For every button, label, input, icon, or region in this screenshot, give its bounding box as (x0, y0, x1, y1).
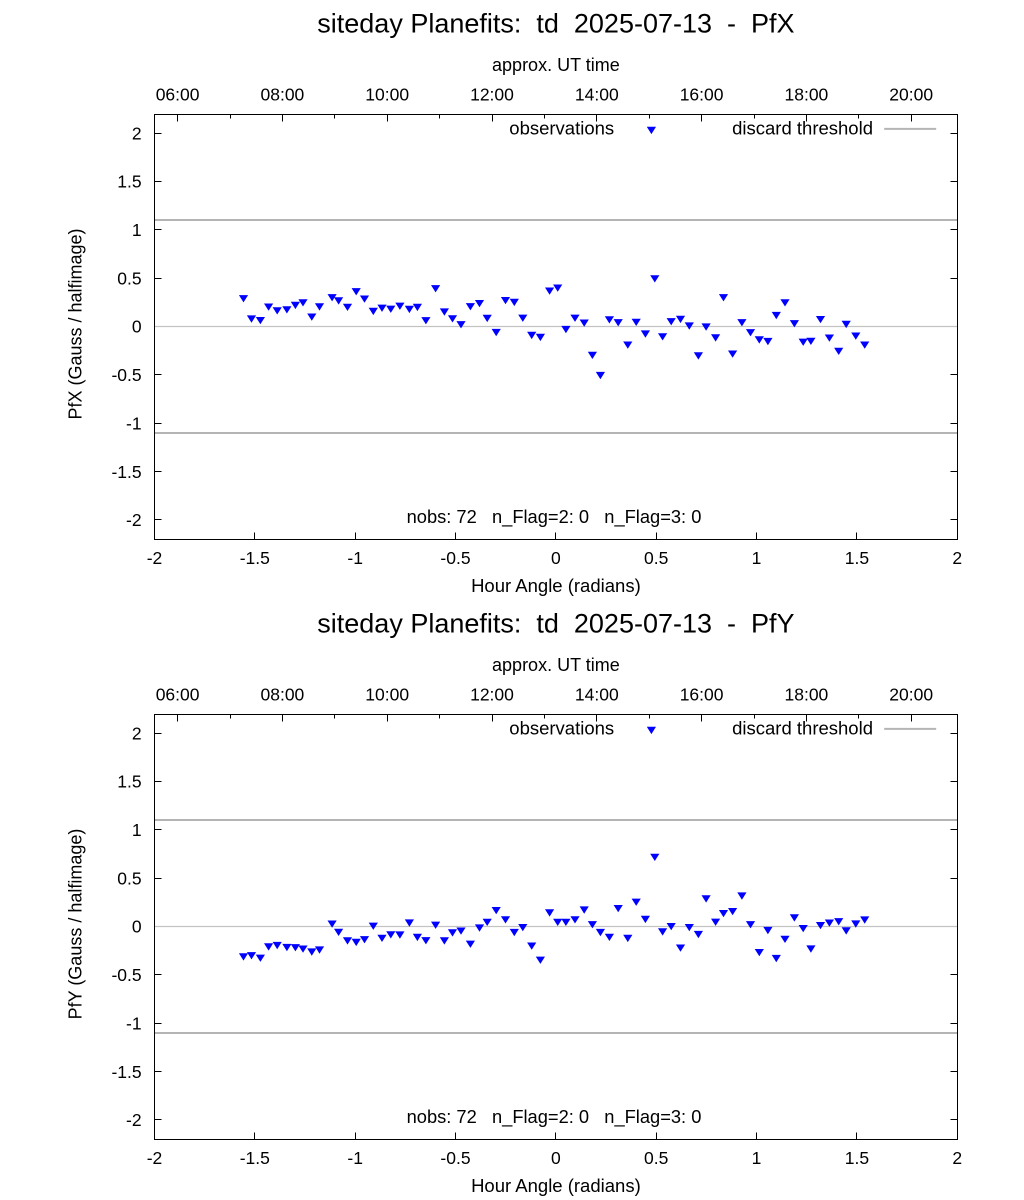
svg-text:1: 1 (752, 1148, 762, 1168)
svg-text:06:00: 06:00 (156, 84, 200, 104)
svg-text:-1: -1 (126, 1013, 142, 1033)
svg-text:PfY (Gauss / halfimage): PfY (Gauss / halfimage) (66, 829, 86, 1020)
svg-text:-2: -2 (147, 1148, 163, 1168)
svg-text:08:00: 08:00 (261, 684, 305, 704)
svg-text:-0.5: -0.5 (440, 548, 470, 568)
svg-text:1.5: 1.5 (845, 548, 869, 568)
svg-text:-0.5: -0.5 (440, 1148, 470, 1168)
svg-text:10:00: 10:00 (365, 684, 409, 704)
svg-text:-2: -2 (147, 548, 163, 568)
svg-text:0.5: 0.5 (644, 548, 668, 568)
svg-text:-1: -1 (126, 413, 142, 433)
svg-text:-0.5: -0.5 (111, 965, 141, 985)
svg-text:discard threshold: discard threshold (732, 117, 873, 138)
svg-text:PfX (Gauss / halfimage): PfX (Gauss / halfimage) (66, 228, 86, 419)
svg-text:2: 2 (952, 548, 962, 568)
svg-text:1: 1 (132, 820, 142, 840)
svg-text:observations: observations (509, 117, 614, 138)
svg-text:16:00: 16:00 (680, 84, 724, 104)
svg-text:20:00: 20:00 (889, 684, 933, 704)
svg-text:0: 0 (132, 917, 142, 937)
svg-text:0: 0 (551, 548, 561, 568)
svg-text:-2: -2 (126, 510, 142, 530)
svg-text:-1: -1 (347, 548, 363, 568)
svg-text:-1.5: -1.5 (111, 462, 141, 482)
svg-text:-1: -1 (347, 1148, 363, 1168)
svg-text:approx. UT time: approx. UT time (492, 655, 620, 675)
svg-text:16:00: 16:00 (680, 684, 724, 704)
svg-text:06:00: 06:00 (156, 684, 200, 704)
svg-text:18:00: 18:00 (785, 84, 829, 104)
svg-text:siteday Planefits: td 2025-0: siteday Planefits: td 2025-07-13 - PfX (317, 9, 794, 39)
svg-text:2: 2 (132, 123, 142, 143)
svg-text:Hour Angle (radians): Hour Angle (radians) (471, 575, 641, 596)
svg-text:discard threshold: discard threshold (732, 717, 873, 738)
svg-text:0.5: 0.5 (117, 268, 141, 288)
svg-text:0: 0 (551, 1148, 561, 1168)
svg-text:18:00: 18:00 (785, 684, 829, 704)
svg-text:siteday Planefits: td 2025-0: siteday Planefits: td 2025-07-13 - PfY (317, 609, 794, 639)
svg-text:20:00: 20:00 (889, 84, 933, 104)
svg-text:08:00: 08:00 (261, 84, 305, 104)
svg-text:12:00: 12:00 (470, 684, 514, 704)
svg-text:nobs: 72 n_Flag=2: 0 n_Fla: nobs: 72 n_Flag=2: 0 n_Flag=3: 0 (407, 506, 702, 528)
svg-text:0.5: 0.5 (117, 868, 141, 888)
svg-text:-1.5: -1.5 (240, 548, 270, 568)
svg-text:14:00: 14:00 (575, 684, 619, 704)
svg-text:14:00: 14:00 (575, 84, 619, 104)
svg-text:2: 2 (132, 723, 142, 743)
svg-text:1.5: 1.5 (117, 172, 141, 192)
svg-text:12:00: 12:00 (470, 84, 514, 104)
svg-text:1.5: 1.5 (845, 1148, 869, 1168)
svg-text:1.5: 1.5 (117, 772, 141, 792)
svg-text:0.5: 0.5 (644, 1148, 668, 1168)
svg-text:10:00: 10:00 (365, 84, 409, 104)
svg-text:2: 2 (952, 1148, 962, 1168)
svg-text:1: 1 (752, 548, 762, 568)
svg-text:Hour Angle (radians): Hour Angle (radians) (471, 1175, 641, 1196)
svg-text:observations: observations (509, 717, 614, 738)
svg-text:0: 0 (132, 317, 142, 337)
svg-text:-2: -2 (126, 1110, 142, 1130)
svg-text:-1.5: -1.5 (111, 1062, 141, 1082)
svg-text:1: 1 (132, 220, 142, 240)
svg-text:-1.5: -1.5 (240, 1148, 270, 1168)
svg-text:nobs: 72 n_Flag=2: 0 n_Fla: nobs: 72 n_Flag=2: 0 n_Flag=3: 0 (407, 1106, 702, 1128)
svg-text:approx. UT time: approx. UT time (492, 55, 620, 75)
svg-text:-0.5: -0.5 (111, 365, 141, 385)
